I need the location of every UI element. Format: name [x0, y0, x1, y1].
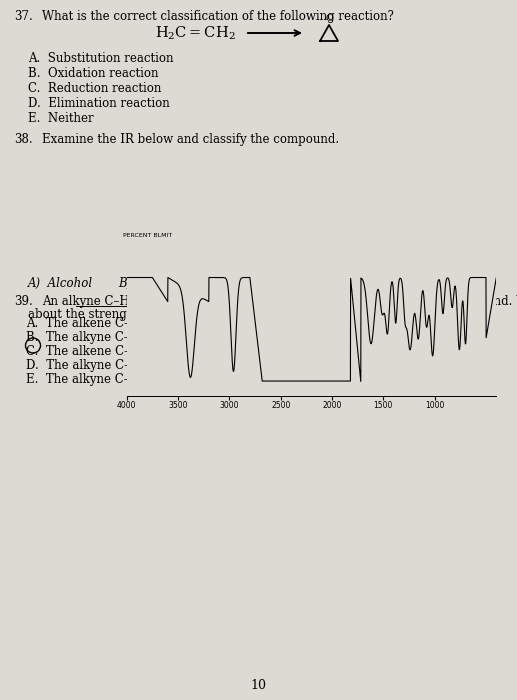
- Text: E.  Neither: E. Neither: [28, 112, 94, 125]
- Text: PERCENT BLMIT: PERCENT BLMIT: [123, 233, 172, 238]
- Text: A.  Substitution reaction: A. Substitution reaction: [28, 52, 174, 65]
- Text: A)  Alcohol: A) Alcohol: [28, 277, 93, 290]
- Text: E.  The alkyne C-H bond is stronger.: E. The alkyne C-H bond is stronger.: [26, 373, 242, 386]
- Text: What is the correct classification of the following reaction?: What is the correct classification of th…: [42, 10, 394, 23]
- Text: 39.: 39.: [14, 295, 33, 308]
- Text: D.  The alkyne C-H bond is stronger.: D. The alkyne C-H bond is stronger.: [26, 359, 242, 372]
- Text: B.  The alkyne C-C bond is stronger.: B. The alkyne C-C bond is stronger.: [26, 331, 241, 344]
- Text: B)  Aldehyde: B) Aldehyde: [118, 277, 194, 290]
- Text: A.  The alkene C-H bond is stronger.: A. The alkene C-H bond is stronger.: [26, 317, 242, 330]
- Text: C)  Amine: C) Amine: [213, 277, 272, 290]
- Text: E)  Ketone: E) Ketone: [393, 277, 455, 290]
- Text: about the strength of these two bonds?: about the strength of these two bonds?: [28, 308, 261, 321]
- Text: 10: 10: [250, 679, 266, 692]
- Text: 37.: 37.: [14, 10, 33, 23]
- Text: An alkyne C–H bond absorbs at higher wave number than an alkene C-H bond. What d: An alkyne C–H bond absorbs at higher wav…: [42, 295, 517, 308]
- Text: C.  Reduction reaction: C. Reduction reaction: [28, 82, 161, 95]
- Text: $\mathregular{H_2C{=}CH_2}$: $\mathregular{H_2C{=}CH_2}$: [155, 25, 236, 42]
- Text: 38.: 38.: [14, 133, 33, 146]
- Text: Examine the IR below and classify the compound.: Examine the IR below and classify the co…: [42, 133, 339, 146]
- Text: C.  The alkene C-C bond is stronger.: C. The alkene C-C bond is stronger.: [26, 345, 241, 358]
- Text: O: O: [325, 14, 333, 23]
- Text: B.  Oxidation reaction: B. Oxidation reaction: [28, 67, 159, 80]
- Text: D.  Elimination reaction: D. Elimination reaction: [28, 97, 170, 110]
- Text: D)  Alcohol: D) Alcohol: [305, 277, 371, 290]
